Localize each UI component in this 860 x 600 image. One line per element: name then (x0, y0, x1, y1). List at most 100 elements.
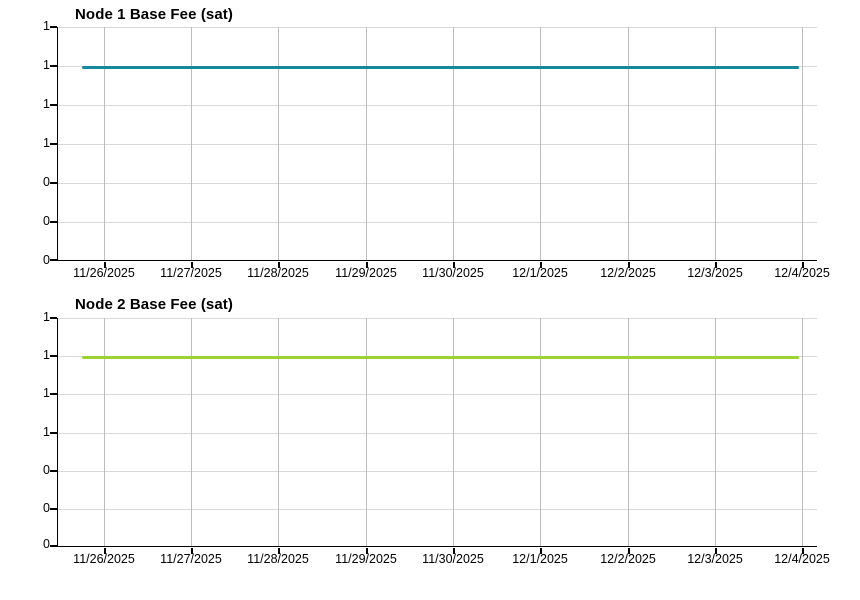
x-tick-label: 12/2/2025 (600, 552, 656, 566)
chart-title: Node 1 Base Fee (sat) (75, 6, 233, 23)
y-tick-label: 0 (43, 463, 50, 477)
y-tick-label: 0 (43, 175, 50, 189)
y-tick (50, 355, 57, 357)
x-gridline (628, 318, 629, 546)
x-tick (104, 547, 106, 554)
x-tick-label: 11/27/2025 (160, 266, 222, 280)
y-gridline (58, 183, 817, 184)
x-tick-label: 11/30/2025 (422, 266, 484, 280)
y-tick (50, 143, 57, 145)
x-tick (628, 261, 630, 268)
y-tick-label: 0 (43, 253, 50, 267)
x-tick-label: 12/3/2025 (687, 266, 743, 280)
plot-area: 1 1 1 1 0 0 0 11/26/2025 11/27/2025 11/2… (43, 19, 830, 280)
x-gridline (191, 318, 192, 546)
y-tick-label: 0 (43, 214, 50, 228)
y-tick-label: 0 (43, 537, 50, 551)
y-tick-label: 1 (43, 19, 50, 33)
x-gridline (191, 27, 192, 260)
x-gridline (540, 318, 541, 546)
y-tick-label: 1 (43, 386, 50, 400)
x-tick-label: 11/30/2025 (422, 552, 484, 566)
x-tick-label: 11/28/2025 (247, 266, 309, 280)
x-tick-label: 11/26/2025 (73, 266, 135, 280)
y-tick (50, 65, 57, 67)
series-line-node-1-base-fee (82, 65, 799, 69)
y-gridline (58, 471, 817, 472)
x-tick (628, 547, 630, 554)
y-tick (50, 259, 57, 261)
x-gridline (366, 27, 367, 260)
x-tick (453, 261, 455, 268)
y-tick (50, 393, 57, 395)
y-gridline (58, 394, 817, 395)
series-line-node-2-base-fee (82, 355, 799, 359)
x-tick-label: 12/1/2025 (512, 552, 568, 566)
x-tick-label: 12/4/2025 (774, 266, 830, 280)
x-gridline (453, 27, 454, 260)
x-gridline (366, 318, 367, 546)
plot-area: 1 1 1 1 0 0 0 11/26/2025 11/27/2025 11/2… (43, 310, 830, 566)
x-tick-label: 11/28/2025 (247, 552, 309, 566)
x-gridline (715, 27, 716, 260)
y-tick-label: 1 (43, 310, 50, 324)
y-tick (50, 221, 57, 223)
y-tick (50, 26, 57, 28)
x-tick (104, 261, 106, 268)
y-tick-label: 1 (43, 348, 50, 362)
x-tick (278, 261, 280, 268)
x-tick-label: 12/1/2025 (512, 266, 568, 280)
y-tick-label: 1 (43, 136, 50, 150)
y-gridline (58, 222, 817, 223)
x-tick (540, 261, 542, 268)
x-tick-label: 12/4/2025 (774, 552, 830, 566)
x-tick-label: 12/2/2025 (600, 266, 656, 280)
y-gridline (58, 509, 817, 510)
y-tick (50, 104, 57, 106)
x-gridline (453, 318, 454, 546)
x-tick-label: 11/27/2025 (160, 552, 222, 566)
y-tick-label: 1 (43, 425, 50, 439)
y-gridline (58, 318, 817, 319)
chart-node-1-base-fee: Node 1 Base Fee (sat) (0, 0, 860, 290)
x-tick-label: 11/26/2025 (73, 552, 135, 566)
y-tick-label: 1 (43, 97, 50, 111)
y-tick (50, 182, 57, 184)
x-tick-label: 11/29/2025 (335, 552, 397, 566)
x-tick (278, 547, 280, 554)
y-tick (50, 432, 57, 434)
x-tick (366, 547, 368, 554)
x-tick (191, 547, 193, 554)
x-tick (191, 261, 193, 268)
x-tick-label: 11/29/2025 (335, 266, 397, 280)
y-gridline (58, 105, 817, 106)
y-tick (50, 317, 57, 319)
x-gridline (802, 318, 803, 546)
y-gridline (58, 433, 817, 434)
x-gridline (278, 27, 279, 260)
x-tick (715, 261, 717, 268)
chart-node-2-base-fee: Node 2 Base Fee (sat) (0, 290, 860, 600)
x-gridline (628, 27, 629, 260)
x-tick (802, 261, 804, 268)
y-gridline (58, 144, 817, 145)
x-tick-label: 12/3/2025 (687, 552, 743, 566)
x-tick (540, 547, 542, 554)
x-tick (715, 547, 717, 554)
y-tick (50, 470, 57, 472)
x-gridline (540, 27, 541, 260)
x-tick (802, 547, 804, 554)
x-tick (366, 261, 368, 268)
chart-title: Node 2 Base Fee (sat) (75, 296, 233, 313)
x-gridline (104, 318, 105, 546)
x-gridline (278, 318, 279, 546)
y-tick (50, 508, 57, 510)
x-gridline (715, 318, 716, 546)
x-tick (453, 547, 455, 554)
y-tick-label: 1 (43, 58, 50, 72)
y-tick-label: 0 (43, 501, 50, 515)
x-gridline (104, 27, 105, 260)
x-gridline (802, 27, 803, 260)
y-tick (50, 545, 57, 547)
y-gridline (58, 27, 817, 28)
